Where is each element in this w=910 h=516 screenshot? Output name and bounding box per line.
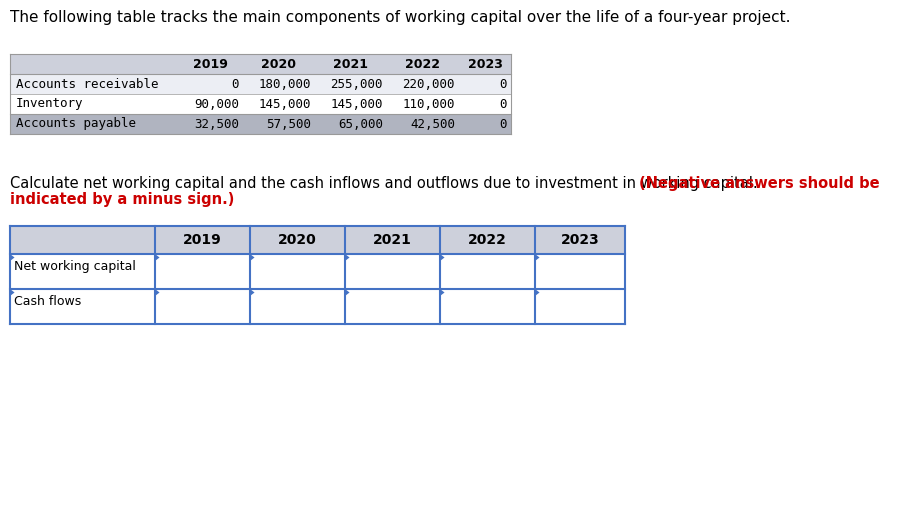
Text: 2021: 2021 xyxy=(333,57,369,71)
Text: 2021: 2021 xyxy=(373,233,412,247)
Text: (Negative answers should be: (Negative answers should be xyxy=(639,176,880,191)
Polygon shape xyxy=(345,254,349,261)
Polygon shape xyxy=(155,289,159,296)
Text: 2019: 2019 xyxy=(193,57,228,71)
Text: The following table tracks the main components of working capital over the life : The following table tracks the main comp… xyxy=(10,10,791,25)
Polygon shape xyxy=(10,289,15,296)
Polygon shape xyxy=(440,289,445,296)
Text: 0: 0 xyxy=(500,98,507,110)
Polygon shape xyxy=(250,289,255,296)
Bar xyxy=(10,254,625,289)
Text: Cash flows: Cash flows xyxy=(14,295,81,308)
Text: 0: 0 xyxy=(500,118,507,131)
Polygon shape xyxy=(535,254,540,261)
Bar xyxy=(10,289,625,324)
Text: 2019: 2019 xyxy=(183,233,222,247)
Polygon shape xyxy=(440,254,445,261)
Text: 2022: 2022 xyxy=(406,57,440,71)
Bar xyxy=(10,114,511,134)
Text: 2023: 2023 xyxy=(468,57,502,71)
Text: 2020: 2020 xyxy=(261,57,297,71)
Text: 180,000: 180,000 xyxy=(258,77,311,90)
Bar xyxy=(10,94,511,114)
Text: 220,000: 220,000 xyxy=(402,77,455,90)
Bar xyxy=(10,226,625,254)
Text: 2022: 2022 xyxy=(468,233,507,247)
Text: 145,000: 145,000 xyxy=(330,98,383,110)
Polygon shape xyxy=(250,254,255,261)
Bar xyxy=(10,54,511,74)
Text: 110,000: 110,000 xyxy=(402,98,455,110)
Text: 0: 0 xyxy=(500,77,507,90)
Bar xyxy=(10,114,511,134)
Text: indicated by a minus sign.): indicated by a minus sign.) xyxy=(10,192,235,207)
Text: Accounts receivable: Accounts receivable xyxy=(16,77,158,90)
Text: 90,000: 90,000 xyxy=(194,98,239,110)
Text: 57,500: 57,500 xyxy=(266,118,311,131)
Polygon shape xyxy=(345,289,349,296)
Text: 255,000: 255,000 xyxy=(330,77,383,90)
Text: 2020: 2020 xyxy=(278,233,317,247)
Text: 145,000: 145,000 xyxy=(258,98,311,110)
Text: 42,500: 42,500 xyxy=(410,118,455,131)
Text: 2023: 2023 xyxy=(561,233,600,247)
Text: Calculate net working capital and the cash inflows and outflows due to investmen: Calculate net working capital and the ca… xyxy=(10,176,763,191)
Text: 65,000: 65,000 xyxy=(338,118,383,131)
Polygon shape xyxy=(155,254,159,261)
Text: 32,500: 32,500 xyxy=(194,118,239,131)
Bar xyxy=(10,74,511,94)
Polygon shape xyxy=(535,289,540,296)
Text: 0: 0 xyxy=(231,77,239,90)
Text: Net working capital: Net working capital xyxy=(14,260,136,273)
Text: Accounts payable: Accounts payable xyxy=(16,118,136,131)
Text: Inventory: Inventory xyxy=(16,98,84,110)
Polygon shape xyxy=(10,254,15,261)
